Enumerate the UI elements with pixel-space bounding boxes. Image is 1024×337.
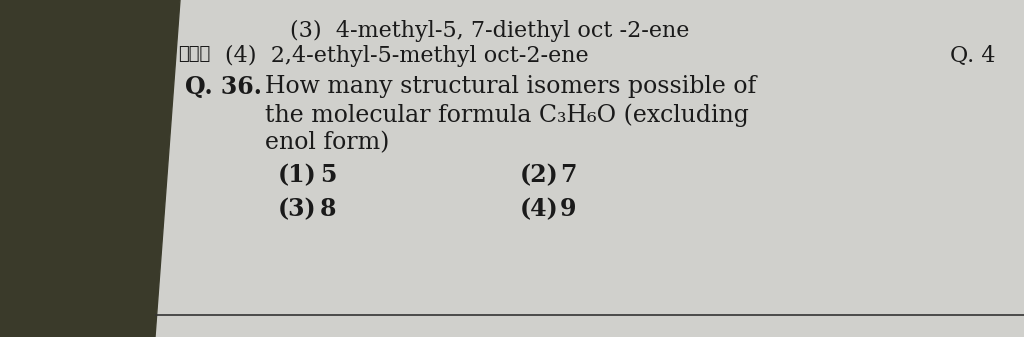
Text: 5: 5 (319, 163, 336, 187)
Text: How many structural isomers possible of: How many structural isomers possible of (265, 75, 757, 98)
Text: the molecular formula C₃H₆O (excluding: the molecular formula C₃H₆O (excluding (265, 103, 749, 126)
Text: (4)  2,4-ethyl-5-methyl oct-2-ene: (4) 2,4-ethyl-5-methyl oct-2-ene (225, 45, 589, 67)
Polygon shape (0, 0, 180, 337)
Text: (4): (4) (520, 197, 559, 221)
Text: ✗✗✗: ✗✗✗ (178, 45, 210, 63)
Text: (3)  4-methyl-5, 7-diethyl oct -2-ene: (3) 4-methyl-5, 7-diethyl oct -2-ene (290, 20, 689, 42)
Text: 7: 7 (560, 163, 577, 187)
Text: Q. 4: Q. 4 (949, 45, 995, 67)
Text: 8: 8 (319, 197, 337, 221)
Text: enol form): enol form) (265, 131, 389, 154)
Text: (1): (1) (278, 163, 316, 187)
Text: Q. 36.: Q. 36. (185, 75, 262, 99)
Text: 9: 9 (560, 197, 577, 221)
Text: (2): (2) (520, 163, 559, 187)
Text: (3): (3) (278, 197, 316, 221)
